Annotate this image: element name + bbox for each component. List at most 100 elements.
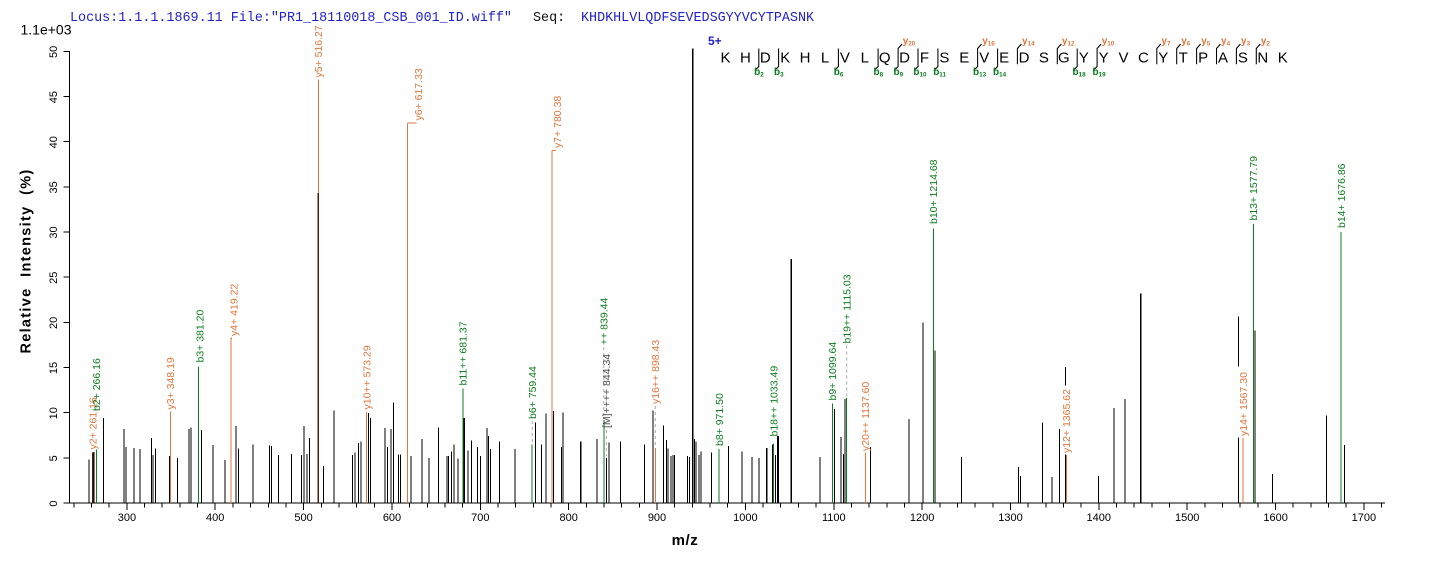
svg-text:800: 800 [560,512,578,524]
svg-text:b6: b6 [834,67,844,79]
svg-text:b6+ 759.44: b6+ 759.44 [527,366,539,419]
svg-text:y4+ 419.22: y4+ 419.22 [228,284,240,336]
svg-text:L: L [861,50,869,67]
svg-text:b3: b3 [774,67,784,79]
svg-text:[M]++++ 844.34: [M]++++ 844.34 [601,354,613,428]
svg-text:40: 40 [48,136,60,148]
svg-text:y14: y14 [1022,36,1035,48]
svg-text:700: 700 [471,512,489,524]
svg-text:15: 15 [48,362,60,374]
svg-text:b18: b18 [1073,67,1087,79]
svg-text:Q: Q [879,50,891,67]
svg-text:b9+ 1099.64: b9+ 1099.64 [827,342,839,401]
svg-text:b14: b14 [993,67,1007,79]
svg-text:5+: 5+ [708,34,722,48]
svg-text:5: 5 [48,455,60,461]
svg-text:25: 25 [48,272,60,284]
svg-text:50: 50 [48,46,60,58]
svg-text:++ 839.44: ++ 839.44 [599,298,611,345]
svg-text:y20: y20 [903,36,916,48]
svg-text:S: S [939,50,949,67]
svg-text:y14+ 1567.30: y14+ 1567.30 [1238,372,1250,436]
svg-text:20: 20 [48,317,60,329]
svg-text:KHDKHLVLQDFSEVEDSGYYVCYTPASNK: KHDKHLVLQDFSEVEDSGYYVCYTPASNK [581,11,815,26]
svg-text:600: 600 [383,512,401,524]
svg-text:y7: y7 [1161,36,1171,48]
svg-text:D: D [899,50,910,67]
svg-text:V: V [1118,50,1128,67]
svg-text:P: P [1198,50,1208,67]
svg-text:b13: b13 [973,67,987,79]
svg-text:b10: b10 [913,67,927,79]
svg-text:G: G [1058,50,1070,67]
svg-text:b9: b9 [894,67,904,79]
svg-text:y3: y3 [1241,36,1251,48]
svg-text:D: D [760,50,771,67]
svg-text:b19++ 1115.03: b19++ 1115.03 [842,274,854,343]
svg-text:Y: Y [1158,50,1168,67]
svg-text:b19: b19 [1093,67,1107,79]
svg-text:E: E [959,50,969,67]
svg-text:1400: 1400 [1087,512,1111,524]
svg-text:y12: y12 [1062,36,1075,48]
svg-text:b8: b8 [874,67,884,79]
svg-text:E: E [999,50,1009,67]
svg-text:900: 900 [648,512,666,524]
svg-text:300: 300 [118,512,136,524]
svg-text:b11++ 681.37: b11++ 681.37 [458,321,470,385]
svg-text:y2+ 261.16: y2+ 261.16 [88,397,100,449]
svg-text:1200: 1200 [910,512,934,524]
svg-text:b3+ 381.20: b3+ 381.20 [195,309,207,362]
svg-text:F: F [920,50,929,67]
svg-text:y5: y5 [1201,36,1211,48]
svg-text:35: 35 [48,181,60,193]
svg-text:y2: y2 [1261,36,1271,48]
svg-text:b18++ 1033.49: b18++ 1033.49 [769,366,781,437]
svg-text:45: 45 [48,91,60,103]
svg-text:S: S [1238,50,1248,67]
svg-text:N: N [1257,50,1268,67]
svg-text:Y: Y [1099,50,1109,67]
svg-text:1300: 1300 [998,512,1022,524]
svg-text:y6: y6 [1181,36,1191,48]
svg-text:y10: y10 [1102,36,1115,48]
svg-text:b8+ 971.50: b8+ 971.50 [714,393,726,446]
svg-text:y6+ 617.33: y6+ 617.33 [413,68,425,120]
svg-text:y4: y4 [1221,36,1231,48]
svg-text:y3+ 348.19: y3+ 348.19 [165,357,177,409]
svg-text:H: H [740,50,751,67]
svg-text:L: L [821,50,829,67]
svg-text:V: V [840,50,850,67]
svg-text:1.1e+03: 1.1e+03 [21,22,72,38]
svg-text:y12+ 1365.62: y12+ 1365.62 [1061,389,1073,453]
svg-text:1100: 1100 [822,512,846,524]
svg-text:b2: b2 [754,67,764,79]
svg-text:Y: Y [1079,50,1089,67]
svg-text:H: H [800,50,811,67]
svg-text:500: 500 [294,512,312,524]
svg-text:Relative Intensity (%): Relative Intensity (%) [19,168,35,353]
svg-text:y16++ 898.43: y16++ 898.43 [650,340,662,404]
svg-text:1600: 1600 [1263,512,1287,524]
svg-text:D: D [1019,50,1030,67]
svg-text:10: 10 [48,407,60,419]
svg-text:b10+ 1214.68: b10+ 1214.68 [928,159,940,224]
svg-text:b14+ 1676.86: b14+ 1676.86 [1336,163,1348,228]
svg-text:K: K [1278,50,1288,67]
svg-text:y7+ 780.38: y7+ 780.38 [552,96,564,148]
svg-text:m/z: m/z [672,532,699,549]
svg-text:y20++ 1137.60: y20++ 1137.60 [860,382,872,451]
svg-text:C: C [1138,50,1149,67]
svg-text:A: A [1218,50,1228,67]
svg-text:y16: y16 [982,36,995,48]
svg-text:T: T [1179,50,1188,67]
svg-text:30: 30 [48,226,60,238]
svg-text:1000: 1000 [733,512,757,524]
svg-text:Seq:: Seq: [533,11,565,26]
svg-text:Locus:1.1.1.1869.11 File:"PR1_: Locus:1.1.1.1869.11 File:"PR1_18110018_C… [70,11,512,26]
svg-text:b2+ 266.16: b2+ 266.16 [91,358,103,411]
svg-text:b13+ 1577.79: b13+ 1577.79 [1248,156,1260,221]
svg-text:0: 0 [48,500,60,506]
svg-text:y5+ 516.27: y5+ 516.27 [313,25,325,77]
svg-text:y10++ 573.29: y10++ 573.29 [361,345,373,409]
